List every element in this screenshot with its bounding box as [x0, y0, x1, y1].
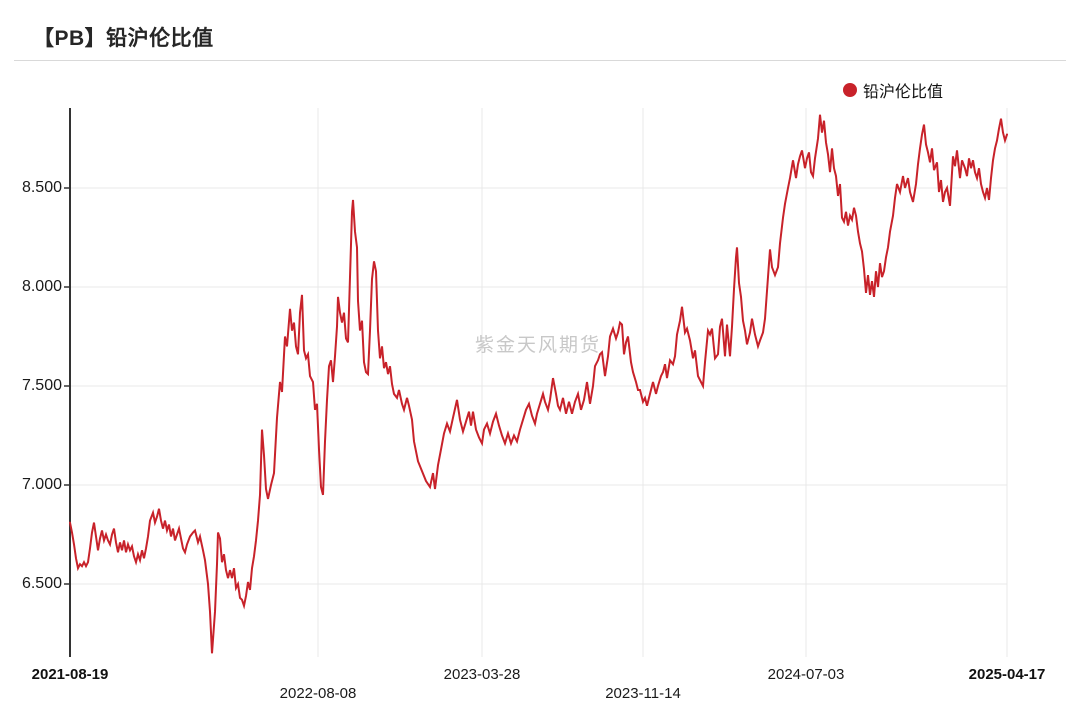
page-title: 【PB】铅沪伦比值 [33, 27, 214, 50]
y-axis-label: 7.500 [21, 377, 62, 394]
x-axis-label: 2021-08-19 [31, 666, 109, 683]
ratio-series-line[interactable] [69, 114, 1008, 654]
legend-marker-icon [843, 83, 857, 97]
y-axis-label: 7.000 [21, 476, 62, 493]
x-axis-label: 2024-07-03 [767, 666, 845, 683]
legend-label: 铅沪伦比值 [863, 84, 944, 101]
x-axis-label: 2025-04-17 [968, 666, 1046, 683]
watermark-text: 紫金天风期货 [475, 335, 602, 356]
y-axis-label: 8.500 [21, 179, 62, 196]
y-axis-label: 8.000 [21, 278, 62, 295]
x-axis-label: 2023-03-28 [443, 666, 521, 683]
legend-item-ratio[interactable]: 铅沪伦比值 [843, 78, 943, 102]
title-divider [14, 60, 1066, 61]
y-axis-label: 6.500 [21, 575, 62, 592]
x-axis-label: 2023-11-14 [605, 685, 681, 702]
x-axis-label: 2022-08-08 [279, 685, 357, 702]
